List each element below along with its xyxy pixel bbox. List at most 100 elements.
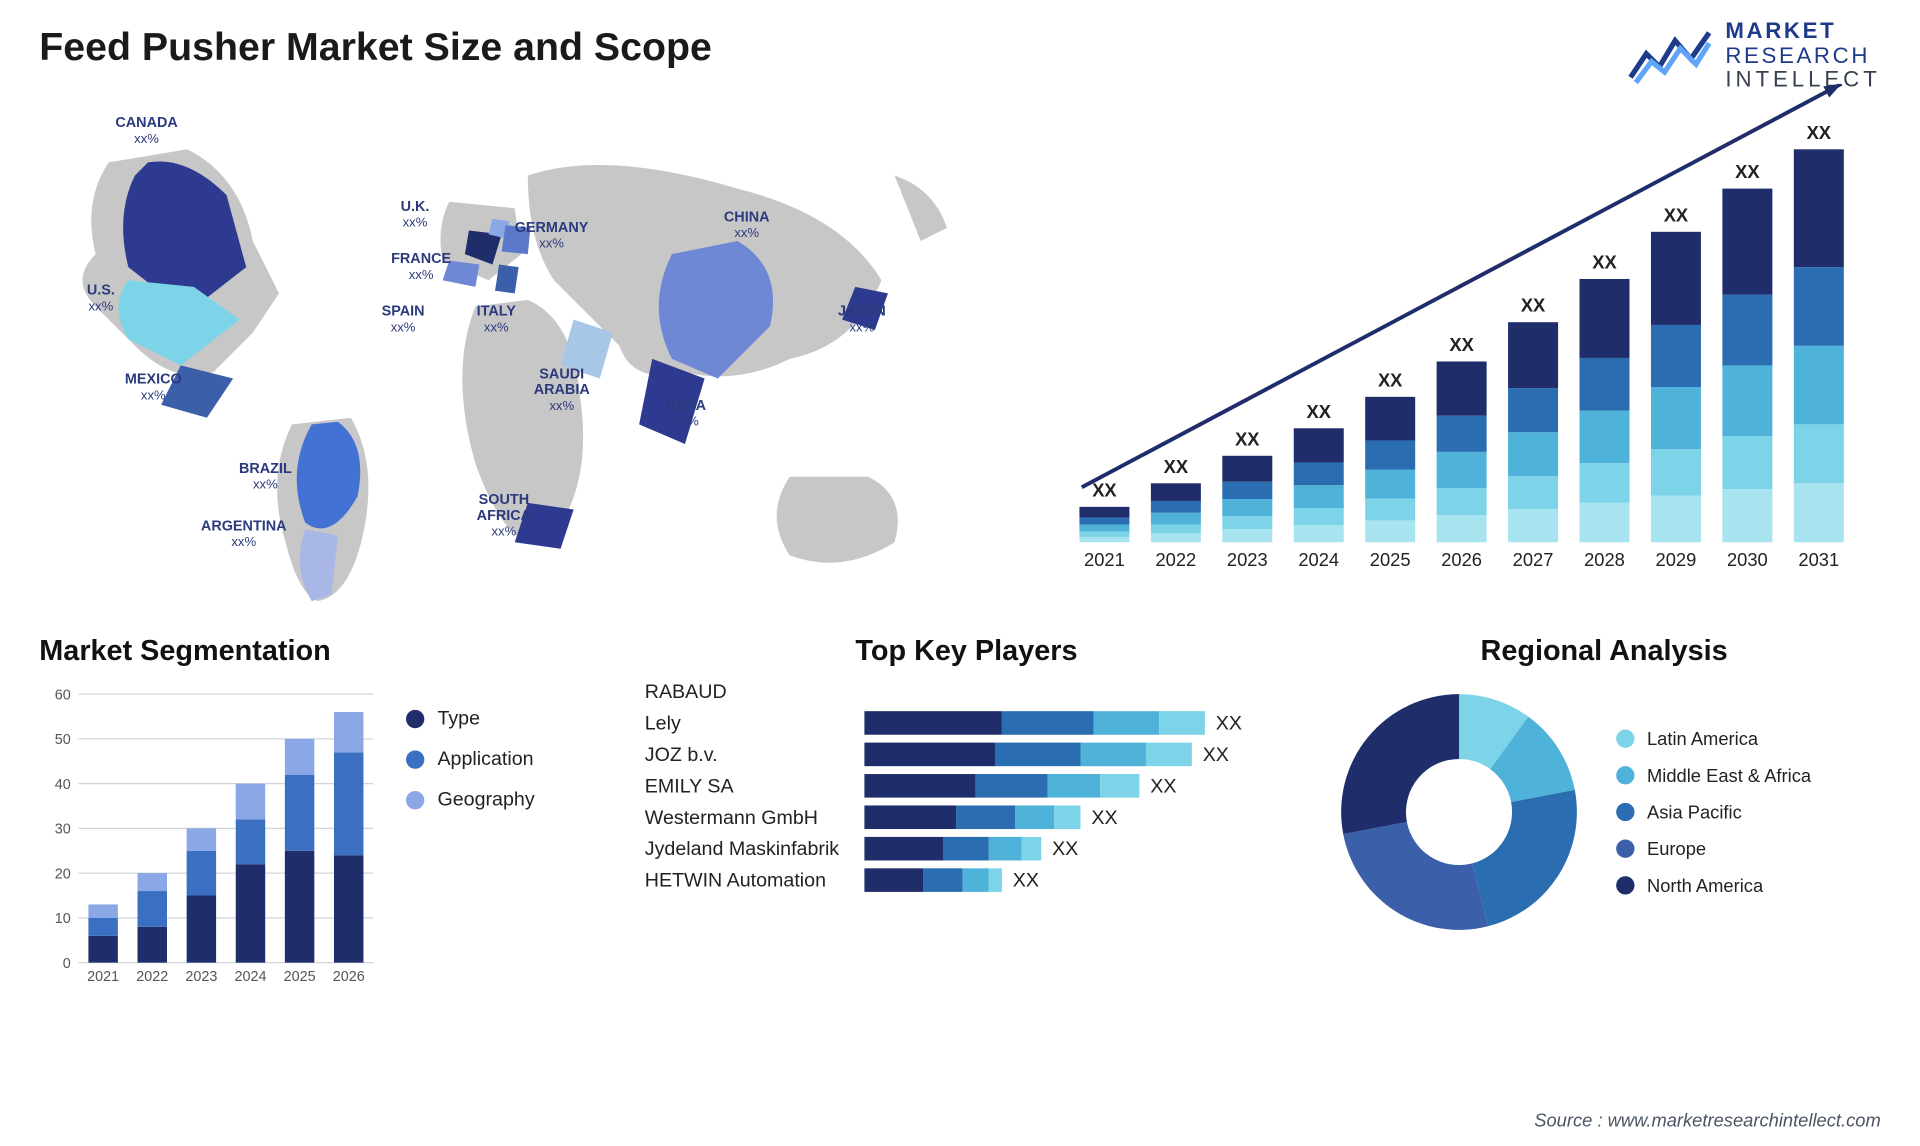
map-label-us: U.S.xx% xyxy=(87,283,115,315)
svg-text:XX: XX xyxy=(1378,369,1403,390)
player-row: EMILY SA XX xyxy=(645,774,1288,798)
map-label-argentina: ARGENTINAxx% xyxy=(201,519,287,551)
svg-text:XX: XX xyxy=(1164,456,1189,477)
player-name: JOZ b.v. xyxy=(645,743,855,765)
svg-text:XX: XX xyxy=(1449,334,1474,355)
world-map: CANADAxx% U.S.xx% MEXICOxx% BRAZILxx% ARGENT… xyxy=(39,84,990,608)
svg-text:2026: 2026 xyxy=(333,969,365,985)
map-label-japan: JAPANxx% xyxy=(838,304,886,336)
svg-text:2025: 2025 xyxy=(284,969,316,985)
svg-text:30: 30 xyxy=(55,822,71,838)
map-label-germany: GERMANYxx% xyxy=(515,220,589,252)
region-legend-item: Asia Pacific xyxy=(1616,802,1812,823)
svg-text:2025: 2025 xyxy=(1370,549,1411,570)
svg-text:10: 10 xyxy=(55,911,71,927)
region-legend-item: Middle East & Africa xyxy=(1616,765,1812,786)
map-label-india: INDIAxx% xyxy=(667,398,706,430)
region-legend-item: Latin America xyxy=(1616,728,1812,749)
player-row: HETWIN Automation XX xyxy=(645,868,1288,892)
source-attribution: Source : www.marketresearchintellect.com xyxy=(1534,1109,1880,1130)
logo-line2: RESEARCH xyxy=(1725,44,1880,68)
map-label-mexico: MEXICOxx% xyxy=(125,372,182,404)
segmentation-chart: 0 10 20 30 40 50 60 2021 2022 2023 2024 2025 2026 xyxy=(39,681,380,995)
seg-legend-type: Type xyxy=(406,707,535,729)
player-row: JOZ b.v. XX xyxy=(645,743,1288,767)
player-row: Westermann GmbH XX xyxy=(645,805,1288,829)
player-value: XX xyxy=(1013,869,1039,891)
svg-text:XX: XX xyxy=(1664,204,1689,225)
svg-text:0: 0 xyxy=(63,956,71,972)
players-title: Top Key Players xyxy=(645,634,1288,668)
svg-text:2026: 2026 xyxy=(1441,549,1482,570)
player-row: Jydeland Maskinfabrik XX xyxy=(645,837,1288,861)
logo-line1: MARKET xyxy=(1725,20,1880,44)
segmentation-title: Market Segmentation xyxy=(39,634,605,668)
player-name: Westermann GmbH xyxy=(645,806,855,828)
svg-text:2024: 2024 xyxy=(1298,549,1339,570)
regional-donut xyxy=(1327,681,1589,943)
region-legend-item: Europe xyxy=(1616,838,1812,859)
player-name: HETWIN Automation xyxy=(645,869,855,891)
segmentation-legend: Type Application Geography xyxy=(406,707,535,995)
svg-text:2022: 2022 xyxy=(1155,549,1196,570)
regional-legend: Latin America Middle East & Africa Asia Pa… xyxy=(1616,728,1812,896)
svg-text:XX: XX xyxy=(1092,479,1117,500)
svg-text:40: 40 xyxy=(55,777,71,793)
map-label-france: FRANCExx% xyxy=(391,251,451,283)
svg-text:XX: XX xyxy=(1521,295,1546,316)
player-value: XX xyxy=(1216,712,1242,734)
svg-text:XX: XX xyxy=(1307,401,1332,422)
svg-text:2024: 2024 xyxy=(234,969,266,985)
player-name: Lely xyxy=(645,712,855,734)
brand-logo: MARKET RESEARCH INTELLECT xyxy=(1628,20,1880,93)
player-bar xyxy=(865,774,1140,798)
svg-text:50: 50 xyxy=(55,732,71,748)
svg-text:2031: 2031 xyxy=(1798,549,1839,570)
map-label-uk: U.K.xx% xyxy=(401,199,430,231)
svg-text:2023: 2023 xyxy=(185,969,217,985)
segmentation-block: Market Segmentation 0 10 20 30 40 50 60 2021 202… xyxy=(39,634,605,995)
growth-chart: 2021XX2022XX2023XX2024XX2025XX2026XX2027… xyxy=(1043,84,1881,608)
player-bar xyxy=(865,868,1003,892)
player-bar xyxy=(865,743,1192,767)
player-row: RABAUD xyxy=(645,681,1288,703)
region-legend-item: North America xyxy=(1616,875,1812,896)
map-label-saudiarabia: SAUDIARABIAxx% xyxy=(534,367,590,415)
map-label-brazil: BRAZILxx% xyxy=(239,461,292,493)
page-title: Feed Pusher Market Size and Scope xyxy=(39,26,1880,71)
players-block: Top Key Players RABAUDLelyXXJOZ b.v.XXEM… xyxy=(645,634,1288,995)
svg-text:2029: 2029 xyxy=(1656,549,1697,570)
svg-text:XX: XX xyxy=(1592,251,1617,272)
svg-text:20: 20 xyxy=(55,866,71,882)
seg-legend-geography: Geography xyxy=(406,788,535,810)
player-value: XX xyxy=(1150,775,1176,797)
map-label-canada: CANADAxx% xyxy=(115,115,177,147)
player-name: Jydeland Maskinfabrik xyxy=(645,838,855,860)
map-label-spain: SPAINxx% xyxy=(382,304,425,336)
svg-text:2021: 2021 xyxy=(87,969,119,985)
player-bar xyxy=(865,837,1042,861)
map-label-southafrica: SOUTHAFRICAxx% xyxy=(477,492,531,540)
svg-text:2030: 2030 xyxy=(1727,549,1768,570)
player-value: XX xyxy=(1091,806,1117,828)
map-label-china: CHINAxx% xyxy=(724,210,770,242)
svg-text:2021: 2021 xyxy=(1084,549,1125,570)
svg-text:XX: XX xyxy=(1735,161,1760,182)
regional-title: Regional Analysis xyxy=(1327,634,1880,668)
svg-text:2022: 2022 xyxy=(136,969,168,985)
player-bar xyxy=(865,711,1206,735)
logo-icon xyxy=(1628,25,1712,88)
seg-legend-application: Application xyxy=(406,748,535,770)
svg-text:XX: XX xyxy=(1807,122,1832,143)
svg-text:XX: XX xyxy=(1235,428,1260,449)
map-label-italy: ITALYxx% xyxy=(477,304,516,336)
svg-text:60: 60 xyxy=(55,687,71,703)
svg-text:2023: 2023 xyxy=(1227,549,1268,570)
player-row: Lely XX xyxy=(645,711,1288,735)
regional-block: Regional Analysis Latin America Middle Ea… xyxy=(1327,634,1880,995)
svg-text:2028: 2028 xyxy=(1584,549,1625,570)
player-bar xyxy=(865,805,1081,829)
player-value: XX xyxy=(1203,743,1229,765)
player-name: EMILY SA xyxy=(645,775,855,797)
player-value: XX xyxy=(1052,838,1078,860)
